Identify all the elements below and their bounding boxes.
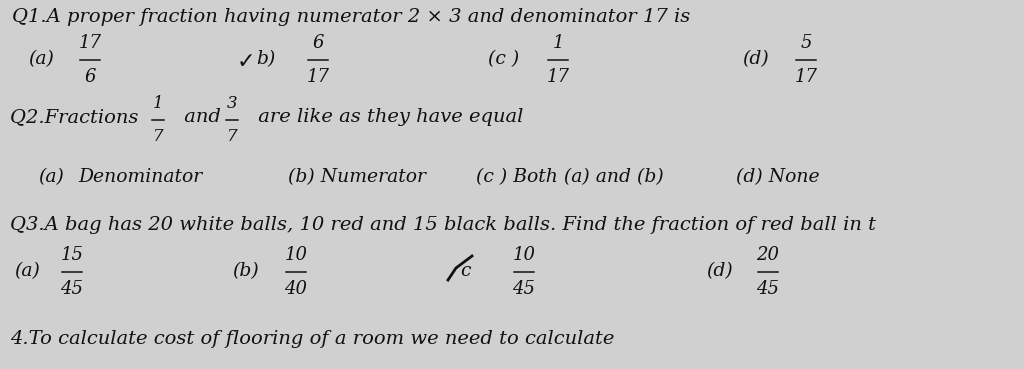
Text: (b): (b)	[232, 262, 259, 280]
Text: 17: 17	[306, 68, 330, 86]
Text: 7: 7	[153, 128, 163, 145]
Text: Q2.Fractions: Q2.Fractions	[10, 108, 144, 126]
Text: (a): (a)	[38, 168, 63, 186]
Text: (a): (a)	[14, 262, 40, 280]
Text: 7: 7	[226, 128, 238, 145]
Text: 10: 10	[285, 246, 307, 264]
Text: 45: 45	[757, 280, 779, 298]
Text: Q1.A proper fraction having numerator 2 × 3 and denominator 17 is: Q1.A proper fraction having numerator 2 …	[12, 8, 690, 26]
Text: (d) None: (d) None	[736, 168, 819, 186]
Text: Q3.A bag has 20 white balls, 10 red and 15 black balls. Find the fraction of red: Q3.A bag has 20 white balls, 10 red and …	[10, 216, 876, 234]
Text: (a): (a)	[28, 50, 54, 68]
Text: and: and	[178, 108, 227, 126]
Text: are like as they have equal: are like as they have equal	[252, 108, 523, 126]
Text: 5: 5	[800, 34, 812, 52]
Text: 6: 6	[84, 68, 96, 86]
Text: Denominator: Denominator	[78, 168, 203, 186]
Text: ✓: ✓	[237, 52, 255, 72]
Text: 4.To calculate cost of flooring of a room we need to calculate: 4.To calculate cost of flooring of a roo…	[10, 330, 614, 348]
Text: 1: 1	[552, 34, 564, 52]
Text: 45: 45	[60, 280, 84, 298]
Text: 3: 3	[226, 95, 238, 112]
Text: b): b)	[256, 50, 275, 68]
Text: (c ) Both (a) and (b): (c ) Both (a) and (b)	[476, 168, 664, 186]
Text: 17: 17	[547, 68, 569, 86]
Text: (d): (d)	[742, 50, 769, 68]
Text: (b) Numerator: (b) Numerator	[288, 168, 426, 186]
Text: (c ): (c )	[488, 50, 519, 68]
Text: (d): (d)	[706, 262, 733, 280]
Text: 10: 10	[512, 246, 536, 264]
Text: 17: 17	[79, 34, 101, 52]
Text: c: c	[460, 262, 470, 280]
Text: 1: 1	[153, 95, 163, 112]
Text: 20: 20	[757, 246, 779, 264]
Text: 6: 6	[312, 34, 324, 52]
Text: 40: 40	[285, 280, 307, 298]
Text: 45: 45	[512, 280, 536, 298]
Text: 15: 15	[60, 246, 84, 264]
Text: 17: 17	[795, 68, 817, 86]
